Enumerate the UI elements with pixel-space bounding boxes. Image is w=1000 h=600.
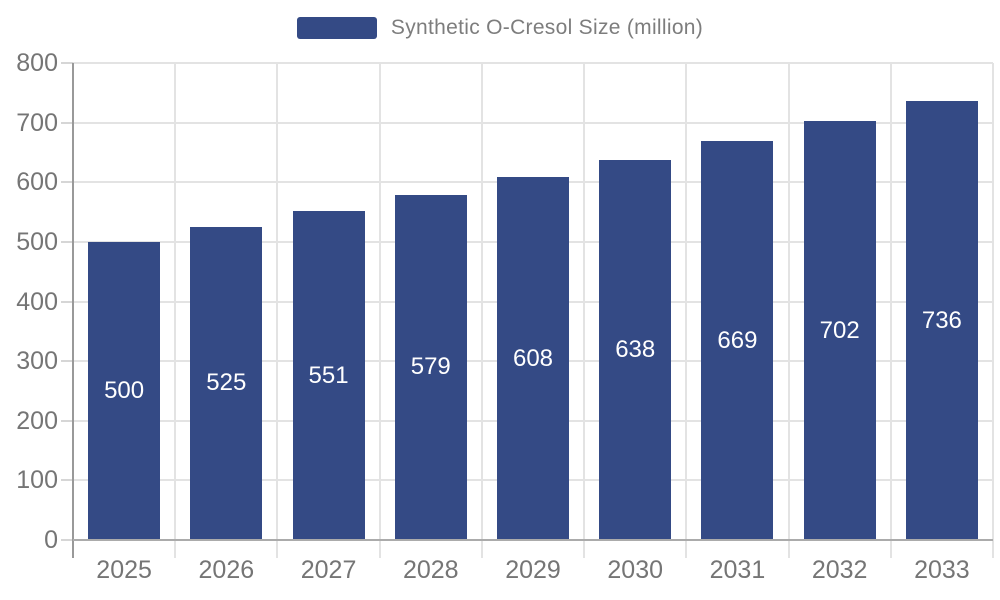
x-gridline (378, 63, 381, 558)
bar[interactable]: 702 (803, 121, 876, 540)
bar-value-label: 500 (104, 376, 145, 404)
x-axis-label: 2026 (198, 556, 255, 584)
x-axis-label: 2028 (402, 556, 459, 584)
bar[interactable]: 551 (292, 211, 365, 540)
bar[interactable]: 500 (88, 241, 161, 540)
x-gridline (685, 63, 688, 558)
y-axis-tick (61, 62, 73, 64)
y-axis-tick (61, 479, 73, 482)
bar-value-label: 638 (615, 335, 656, 363)
x-axis-label: 2025 (96, 556, 152, 584)
bar[interactable]: 525 (190, 226, 263, 540)
bar[interactable]: 669 (701, 141, 774, 540)
y-gridline (73, 62, 993, 64)
y-axis-label: 500 (16, 227, 58, 256)
x-gridline (787, 63, 790, 558)
y-axis-label: 200 (16, 406, 58, 435)
bar[interactable]: 736 (905, 101, 978, 540)
bar-value-label: 702 (819, 316, 860, 344)
x-axis-label: 2032 (811, 556, 868, 584)
y-axis-label: 400 (16, 287, 58, 316)
y-axis-tick (61, 240, 73, 243)
x-gridline (992, 63, 994, 558)
bar[interactable]: 638 (599, 159, 672, 540)
y-gridline (73, 121, 993, 124)
x-gridline (480, 63, 483, 558)
legend[interactable]: Synthetic O-Cresol Size (million) (0, 16, 1000, 40)
bar-value-label: 736 (921, 306, 962, 334)
x-gridline (583, 63, 586, 558)
y-axis-tick (61, 300, 73, 303)
y-axis-tick (61, 181, 73, 184)
x-axis-label: 2033 (914, 556, 970, 584)
bar-value-label: 579 (410, 353, 451, 381)
x-axis-line (73, 539, 993, 541)
x-axis-label: 2029 (505, 556, 561, 584)
y-axis-tick (61, 419, 73, 422)
x-gridline (174, 63, 177, 558)
bar-value-label: 525 (206, 369, 247, 397)
bar[interactable]: 579 (394, 194, 467, 540)
y-axis-label: 800 (16, 49, 58, 77)
legend-label: Synthetic O-Cresol Size (million) (390, 16, 704, 39)
y-axis-tick (61, 539, 73, 541)
y-axis-label: 100 (16, 466, 58, 495)
y-axis-tick (61, 360, 73, 363)
x-axis-label: 2031 (709, 556, 766, 584)
y-axis-label: 300 (16, 347, 58, 376)
bar-value-label: 669 (717, 326, 758, 354)
bar[interactable]: 608 (497, 177, 569, 540)
x-gridline (889, 63, 892, 558)
bar-value-label: 608 (512, 344, 554, 372)
x-gridline (276, 63, 279, 558)
y-axis-label: 0 (44, 526, 58, 554)
bar-value-label: 551 (308, 361, 349, 389)
y-axis-tick (61, 121, 73, 124)
y-axis-line (72, 63, 74, 558)
y-axis-label: 700 (16, 108, 58, 137)
y-axis-label: 600 (16, 168, 58, 197)
x-axis-label: 2027 (300, 556, 357, 584)
legend-swatch (296, 17, 377, 39)
x-axis-label: 2030 (607, 556, 664, 584)
